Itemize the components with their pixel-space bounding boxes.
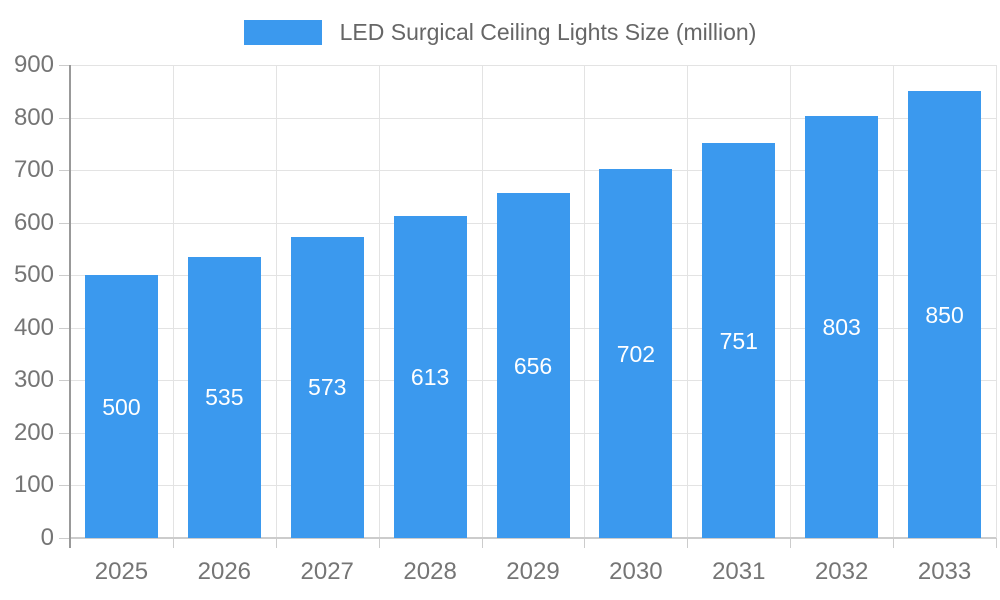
gridline-vertical (893, 65, 895, 538)
plot-area: 0 100 200 300 400 500 600 700 800 900 500 2025 535 20… (14, 51, 997, 585)
y-axis-label: 0 (40, 524, 54, 551)
x-axis-tick (687, 538, 689, 548)
x-axis-tick (790, 538, 792, 548)
y-axis-tick (59, 65, 70, 66)
bar-2029 (496, 193, 570, 538)
bar-2026 (187, 256, 261, 538)
y-axis-label: 200 (13, 418, 54, 446)
y-axis-line (69, 65, 71, 548)
y-axis-label: 700 (13, 156, 54, 184)
bar-value-label-2025: 500 (102, 393, 141, 420)
x-axis-label-2030: 2030 (609, 558, 663, 585)
y-axis-tick (59, 380, 70, 382)
bar-2025 (84, 275, 158, 538)
x-axis-label-2029: 2029 (506, 558, 560, 585)
y-axis-label: 900 (13, 51, 54, 78)
bar-2027 (290, 236, 364, 538)
gridline-vertical (275, 65, 277, 538)
bar-value-label-2028: 613 (410, 363, 450, 390)
x-axis-tick (893, 538, 895, 548)
legend-item[interactable]: LED Surgical Ceiling Lights Size (millio… (0, 20, 1000, 45)
x-axis-tick (584, 538, 586, 548)
bar-2032 (805, 115, 879, 538)
x-axis-tick (378, 538, 380, 548)
x-axis-line (70, 537, 996, 539)
x-axis-tick (996, 538, 997, 548)
y-axis-label: 300 (13, 366, 54, 394)
x-axis-label-2031: 2031 (712, 558, 766, 585)
bar-2031 (702, 143, 776, 538)
gridline-horizontal (70, 170, 996, 172)
x-axis-label-2033: 2033 (917, 558, 972, 585)
x-axis-label-2026: 2026 (197, 558, 252, 585)
y-axis-label: 800 (13, 103, 54, 131)
y-axis-tick (59, 275, 70, 277)
x-axis-tick (172, 538, 174, 548)
bar-2030 (599, 169, 673, 538)
y-axis-tick (59, 222, 70, 224)
bar-2033 (908, 91, 982, 538)
y-axis-tick (59, 432, 70, 434)
gridline-horizontal (70, 117, 996, 119)
bar-value-label-2033: 850 (925, 301, 964, 328)
bar-2028 (393, 215, 467, 538)
gridline-vertical (996, 65, 997, 538)
y-axis-tick (59, 170, 70, 172)
bar-value-label-2030: 702 (616, 340, 656, 367)
x-axis-label-2032: 2032 (814, 558, 869, 585)
gridline-vertical (584, 65, 586, 538)
gridline-vertical (172, 65, 174, 538)
bar-value-label-2029: 656 (513, 352, 553, 379)
y-axis-tick (59, 485, 70, 487)
x-axis-label-2028: 2028 (403, 558, 457, 585)
y-axis-tick (59, 538, 70, 539)
gridline-horizontal (70, 65, 996, 66)
y-axis-tick (59, 327, 70, 329)
bar-value-label-2032: 803 (822, 313, 861, 340)
y-axis-label: 100 (13, 471, 54, 499)
bar-value-label-2026: 535 (205, 384, 244, 411)
x-axis-label-2025: 2025 (94, 558, 149, 585)
y-axis-label: 600 (13, 208, 54, 236)
bar-value-label-2027: 573 (308, 374, 347, 401)
y-axis-label: 500 (13, 261, 54, 289)
gridline-vertical (687, 65, 689, 538)
legend-swatch-icon (243, 20, 322, 45)
y-axis-tick (59, 117, 70, 119)
x-axis-tick (275, 538, 277, 548)
gridline-vertical (378, 65, 380, 538)
legend-label: LED Surgical Ceiling Lights Size (millio… (339, 19, 757, 45)
gridline-vertical (790, 65, 792, 538)
gridline-vertical (481, 65, 483, 538)
x-axis-label-2027: 2027 (300, 558, 354, 585)
x-axis-tick (481, 538, 483, 548)
y-axis-label: 400 (13, 313, 54, 341)
bar-value-label-2031: 751 (719, 327, 758, 354)
